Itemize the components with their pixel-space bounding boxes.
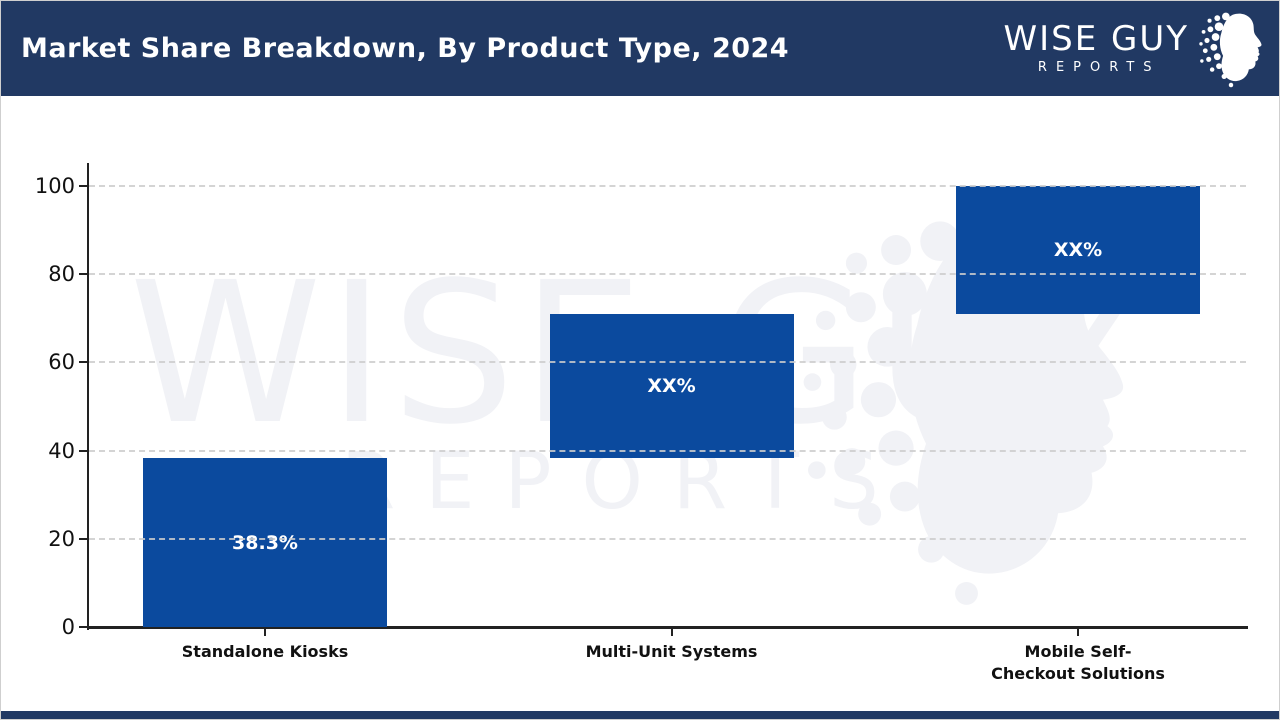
x-tick <box>264 628 266 636</box>
gridline <box>89 537 1246 540</box>
header: Market Share Breakdown, By Product Type,… <box>1 1 1279 96</box>
x-axis-label: Standalone Kiosks <box>181 642 349 661</box>
bar-value-label: 38.3% <box>232 531 298 554</box>
bar: XX% <box>956 186 1200 314</box>
y-tick-label: 20 <box>48 526 75 551</box>
y-axis-line <box>87 163 89 630</box>
y-tick <box>79 361 87 364</box>
bar: 38.3% <box>143 458 387 627</box>
y-tick <box>79 537 87 540</box>
gridline <box>89 361 1246 364</box>
bar-value-label: XX% <box>647 374 696 397</box>
x-tick <box>670 628 673 636</box>
x-axis-line <box>87 626 1248 629</box>
y-tick <box>79 626 87 628</box>
bar: XX% <box>549 313 794 459</box>
x-axis-label: Mobile Self- Checkout Solutions <box>991 642 1165 683</box>
x-axis-label: Multi-Unit Systems <box>585 642 758 661</box>
wiseguy-logo: WISE GUY REPORTS <box>1003 9 1267 89</box>
logo-wordmark: WISE GUY <box>1003 19 1189 60</box>
gridline <box>89 449 1246 452</box>
x-tick <box>1077 628 1079 636</box>
y-tick-label: 60 <box>48 350 75 375</box>
gridline <box>89 273 1246 276</box>
logo-head-icon <box>1199 12 1262 87</box>
y-tick <box>79 273 87 276</box>
y-tick-label: 40 <box>48 438 75 463</box>
page-title: Market Share Breakdown, By Product Type,… <box>21 33 790 64</box>
logo-text: WISE GUY REPORTS <box>1003 19 1189 75</box>
logo-subtext: REPORTS <box>1037 59 1161 75</box>
bar-value-label: XX% <box>1053 238 1103 261</box>
gridline <box>89 185 1246 187</box>
plot-area: 0 20 40 60 80 100 38.3% Standalone Kiosks XX% Mul… <box>35 163 1248 683</box>
y-tick-label: 0 <box>61 615 75 639</box>
footer-bar <box>1 711 1279 719</box>
y-tick-label: 100 <box>34 174 75 198</box>
y-tick <box>79 449 87 452</box>
y-tick-label: 80 <box>48 262 75 287</box>
y-tick <box>79 185 87 187</box>
